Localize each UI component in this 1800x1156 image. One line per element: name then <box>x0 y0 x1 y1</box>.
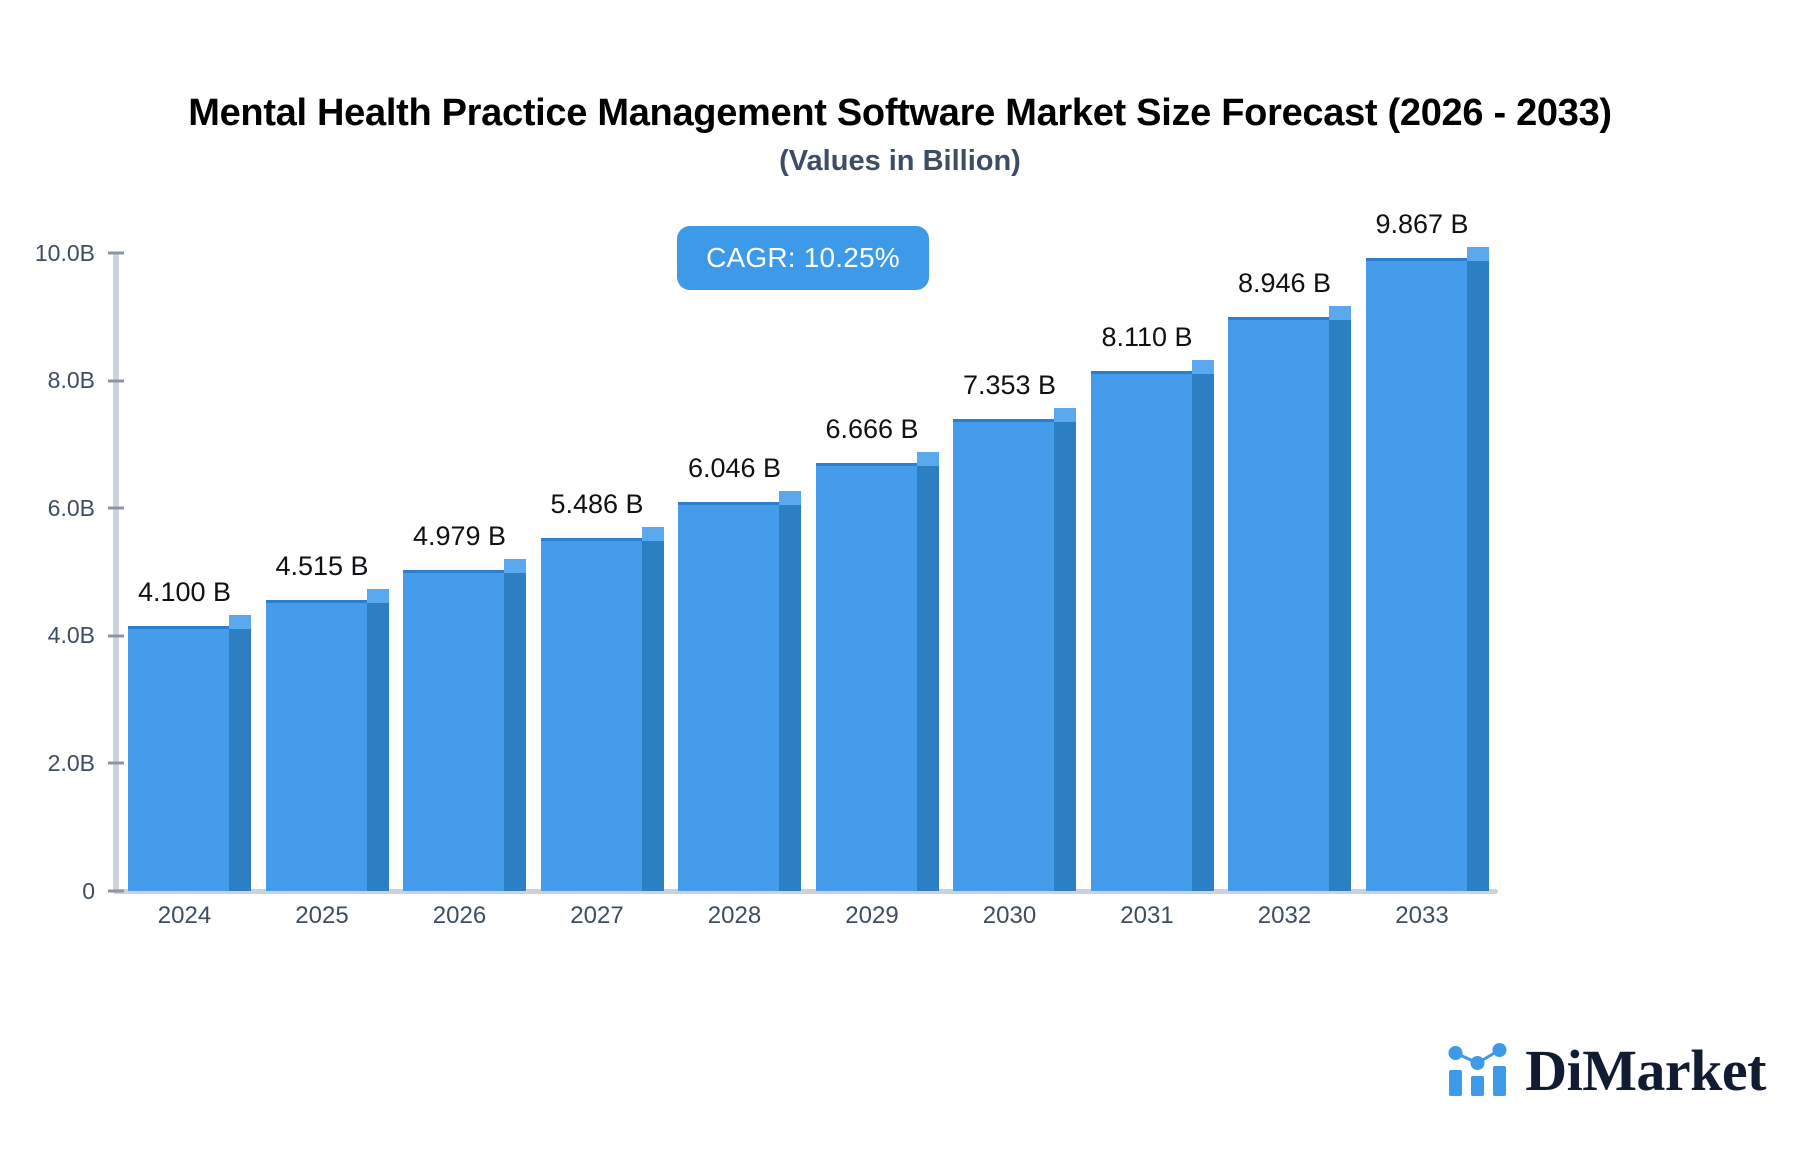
y-axis-tick-mark <box>108 634 124 638</box>
bar-value-label: 4.979 B <box>412 521 507 552</box>
y-axis-tick: 10.0B <box>0 240 124 266</box>
bar-top-face <box>1054 407 1076 422</box>
y-axis-tick-label: 0 <box>82 877 95 904</box>
bar-top-face <box>1466 247 1489 262</box>
y-axis-tick-label: 10.0B <box>34 239 95 266</box>
bar-top-face <box>1329 306 1351 321</box>
bar-2028[interactable] <box>678 491 801 891</box>
y-axis-tick-mark <box>108 889 124 893</box>
bar-side-face <box>229 622 251 891</box>
bar-side-face <box>641 533 664 891</box>
bar-value-label: 8.946 B <box>1237 268 1332 299</box>
bar-value-label: 4.100 B <box>137 577 232 608</box>
y-axis-tick-mark <box>108 506 124 510</box>
y-axis-tick: 6.0B <box>0 495 124 521</box>
bar-front-face <box>815 462 917 891</box>
bar-2033[interactable] <box>1365 247 1489 891</box>
bar-side-face <box>779 498 801 891</box>
bar-value-label: 9.867 B <box>1375 209 1469 240</box>
x-axis-label-2032: 2032 <box>1257 902 1312 929</box>
y-axis-tick: 2.0B <box>0 750 124 776</box>
bar-value-label: 8.110 B <box>1101 321 1193 352</box>
x-axis-label-2025: 2025 <box>295 902 349 929</box>
bar-2030[interactable] <box>953 407 1076 891</box>
bar-top-face <box>641 526 664 541</box>
y-axis-tick-label: 8.0B <box>47 367 95 394</box>
x-axis-label-2030: 2030 <box>982 902 1037 929</box>
bar-value-label: 6.046 B <box>687 453 782 484</box>
y-axis-tick: 0 <box>0 878 124 904</box>
y-axis-tick-label: 6.0B <box>47 494 95 521</box>
x-axis-line <box>113 889 1498 894</box>
page-title: Mental Health Practice Management Softwa… <box>188 92 1612 134</box>
y-axis-tick: 4.0B <box>0 622 124 648</box>
y-axis-tick-label: 2.0B <box>47 749 95 776</box>
bar-front-face <box>1365 258 1467 891</box>
bar-chart-dots-icon <box>1448 1043 1507 1096</box>
bar-front-face <box>1228 317 1329 891</box>
bar-2029[interactable] <box>815 451 939 891</box>
bar-2032[interactable] <box>1228 306 1351 891</box>
y-axis-tick-mark <box>108 251 124 255</box>
x-axis-label-2029: 2029 <box>845 902 899 929</box>
bar-front-face <box>540 537 642 891</box>
bar-side-face <box>1466 254 1489 891</box>
y-axis-tick-mark <box>108 379 124 383</box>
bar-side-face <box>1054 414 1076 891</box>
bar-side-face <box>1191 366 1214 891</box>
bar-front-face <box>265 599 367 891</box>
bar-top-face <box>1191 359 1214 374</box>
bar-side-face <box>504 566 526 891</box>
x-axis-label-2033: 2033 <box>1395 902 1449 929</box>
bar-2031[interactable] <box>1090 359 1214 891</box>
x-axis-label-2031: 2031 <box>1120 902 1174 929</box>
bar-value-label: 7.353 B <box>962 369 1057 400</box>
bar-value-label: 4.515 B <box>275 550 369 581</box>
bar-2027[interactable] <box>540 526 664 891</box>
bar-top-face <box>916 451 939 466</box>
cagr-badge: CAGR: 10.25% <box>677 226 929 290</box>
bar-2026[interactable] <box>403 559 526 891</box>
brand-name: DiMarket <box>1525 1037 1766 1103</box>
bar-2024[interactable] <box>128 615 251 891</box>
bar-front-face <box>128 626 229 891</box>
y-axis-tick-mark <box>108 761 124 765</box>
x-axis-label-2028: 2028 <box>707 902 762 929</box>
bar-top-face <box>779 491 801 506</box>
bar-2025[interactable] <box>265 588 389 891</box>
bar-front-face <box>403 570 504 891</box>
bar-side-face <box>916 458 939 891</box>
x-axis-label-2026: 2026 <box>432 902 487 929</box>
bar-front-face <box>678 502 779 891</box>
x-axis-label-2024: 2024 <box>157 902 212 929</box>
bar-value-label: 5.486 B <box>550 488 644 519</box>
y-axis-line <box>113 253 119 893</box>
chart-subtitle: (Values in Billion) <box>779 145 1021 177</box>
cagr-badge-label: CAGR: 10.25% <box>706 242 900 273</box>
bar-top-face <box>229 615 251 630</box>
bar-side-face <box>366 595 389 891</box>
bar-top-face <box>366 588 389 603</box>
bar-value-label: 6.666 B <box>825 413 919 444</box>
bar-front-face <box>1090 370 1192 891</box>
y-axis-tick: 8.0B <box>0 367 124 393</box>
x-axis-label-2027: 2027 <box>570 902 624 929</box>
bar-front-face <box>953 418 1054 891</box>
brand-logo: DiMarket <box>1447 1037 1766 1103</box>
bar-side-face <box>1329 313 1351 891</box>
y-axis-tick-label: 4.0B <box>47 622 95 649</box>
bar-top-face <box>504 559 526 574</box>
